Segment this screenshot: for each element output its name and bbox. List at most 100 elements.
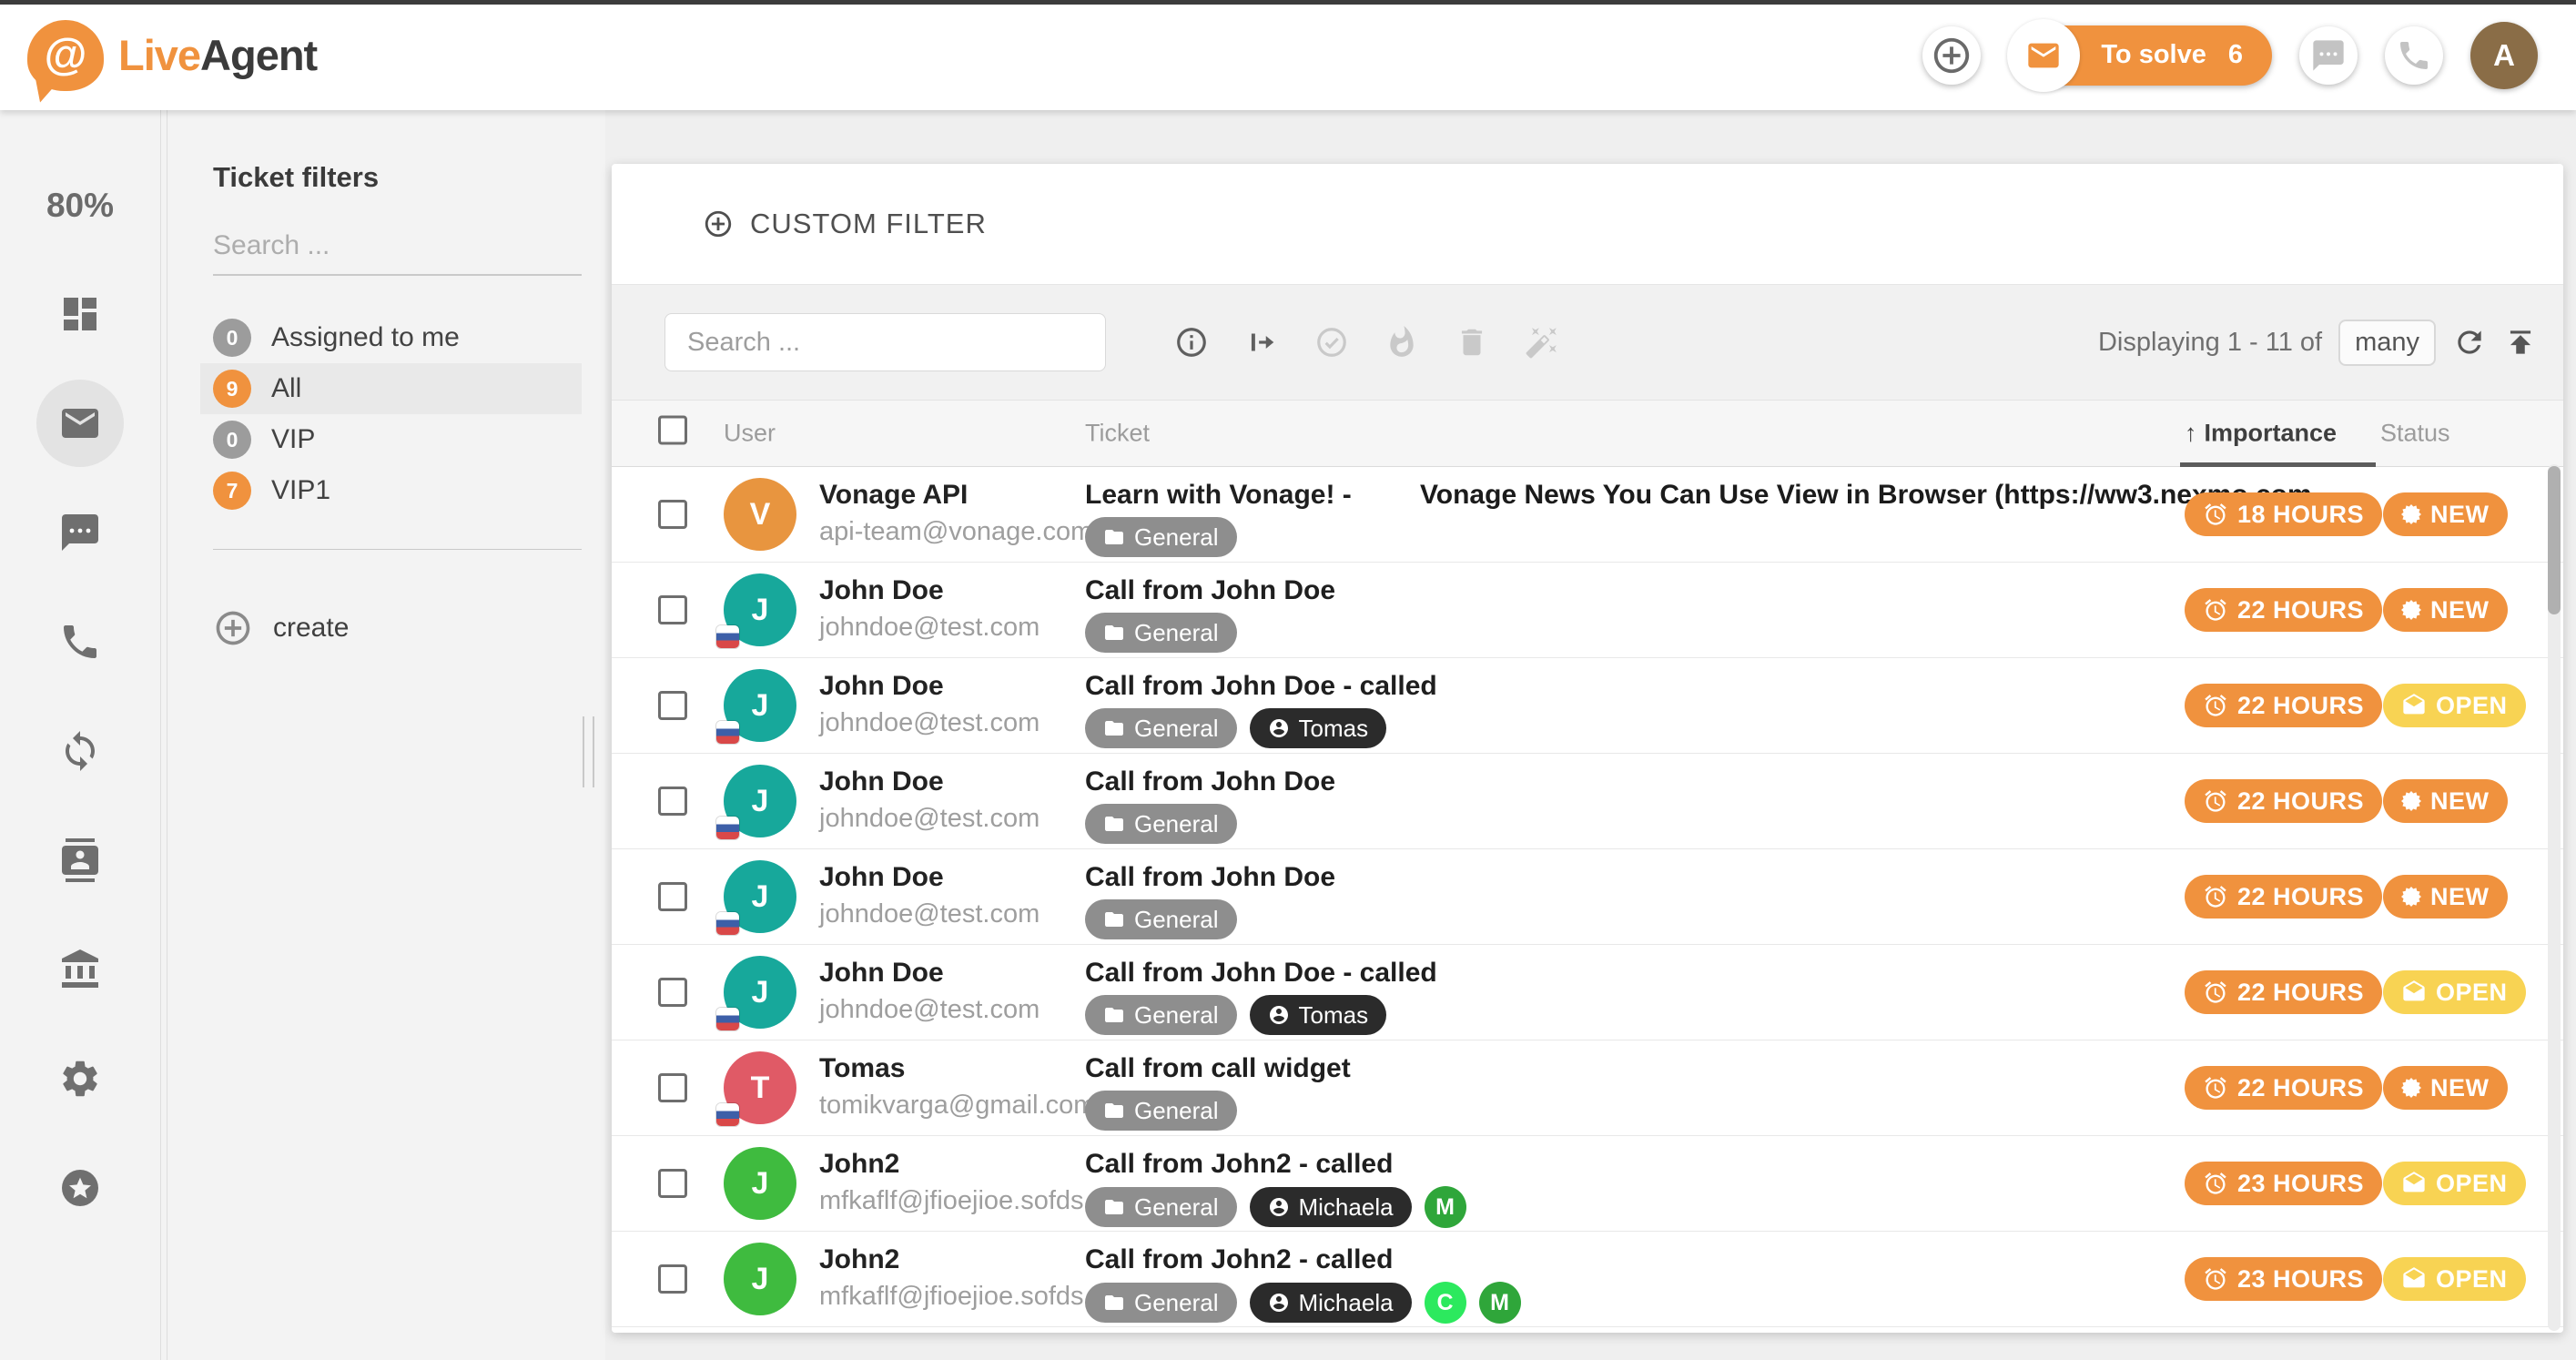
filter-item-vip[interactable]: 0 VIP	[200, 414, 582, 465]
bulk-actions-button[interactable]	[1522, 322, 1562, 362]
spam-button[interactable]	[1382, 322, 1422, 362]
paging-text: Displaying 1 - 11 of	[2097, 327, 2323, 357]
new-seal-icon	[2401, 600, 2421, 620]
nav-rail: 80%	[0, 110, 161, 1360]
scroll-top-button[interactable]	[2503, 325, 2538, 360]
ticket-search-input[interactable]	[664, 313, 1106, 371]
upload-top-icon	[2503, 325, 2538, 360]
scrollbar-thumb[interactable]	[2548, 466, 2561, 614]
filter-search-input[interactable]	[213, 221, 582, 276]
column-user[interactable]: User	[724, 419, 776, 447]
add-button[interactable]	[1922, 25, 1982, 85]
chat-icon	[58, 511, 102, 554]
table-row[interactable]: J John Doe johndoe@test.com Call from Joh…	[612, 754, 2563, 849]
country-flag-icon	[716, 721, 739, 744]
user-email: johndoe@test.com	[819, 708, 1040, 737]
sidebar-item-company[interactable]	[36, 926, 124, 1013]
row-checkbox[interactable]	[658, 882, 687, 911]
row-checkbox[interactable]	[658, 691, 687, 720]
row-checkbox[interactable]	[658, 978, 687, 1007]
table-row[interactable]: T Tomas tomikvarga@gmail.com Call from ca…	[612, 1040, 2563, 1136]
panel-resize-handle[interactable]	[583, 716, 594, 787]
user-name: Vonage API	[819, 480, 969, 510]
custom-filter-button[interactable]: CUSTOM FILTER	[750, 208, 987, 239]
forward-button[interactable]	[1242, 322, 1282, 362]
table-row[interactable]: J John Doe johndoe@test.com Call from Joh…	[612, 945, 2563, 1040]
avatar: J	[724, 1243, 796, 1315]
department-tag[interactable]: General	[1085, 804, 1237, 844]
row-checkbox[interactable]	[658, 1169, 687, 1198]
sidebar-item-contacts[interactable]	[36, 817, 124, 904]
table-row[interactable]: V Vonage API api-team@vonage.com Learn wi…	[612, 467, 2563, 563]
total-count-button[interactable]: many	[2338, 319, 2436, 366]
sidebar-item-chats[interactable]	[36, 489, 124, 576]
department-tag[interactable]: General	[1085, 517, 1237, 557]
sidebar-item-tickets[interactable]	[36, 380, 124, 467]
filter-item-vip1[interactable]: 7 VIP1	[200, 465, 582, 516]
table-row[interactable]: J John Doe johndoe@test.com Call from Joh…	[612, 563, 2563, 658]
resolve-button[interactable]	[1312, 322, 1352, 362]
ticket-title: Call from John Doe	[1085, 862, 1336, 892]
department-tag[interactable]: General	[1085, 899, 1237, 939]
department-tag[interactable]: General	[1085, 1283, 1237, 1323]
new-seal-icon	[2401, 887, 2421, 907]
department-tag[interactable]: General	[1085, 1187, 1237, 1227]
sidebar-item-calls[interactable]	[36, 598, 124, 685]
to-solve-count: 6	[2227, 40, 2243, 69]
department-tag[interactable]: General	[1085, 995, 1237, 1035]
row-checkbox[interactable]	[658, 595, 687, 624]
agent-initial-badge[interactable]: C	[1424, 1282, 1466, 1324]
filter-item-assigned-to-me[interactable]: 0 Assigned to me	[200, 312, 582, 363]
refresh-button[interactable]	[2452, 325, 2487, 360]
department-tag[interactable]: General	[1085, 708, 1237, 748]
folder-icon	[1103, 813, 1125, 835]
row-checkbox[interactable]	[658, 1073, 687, 1102]
agent-initial-badge[interactable]: M	[1424, 1186, 1466, 1228]
table-row[interactable]: J John Doe johndoe@test.com Call from Joh…	[612, 849, 2563, 945]
sidebar-item-dashboard[interactable]	[36, 270, 124, 358]
avatar: J	[716, 669, 796, 744]
sidebar-item-automation[interactable]	[36, 707, 124, 795]
department-tag[interactable]: General	[1085, 613, 1237, 653]
info-button[interactable]	[1171, 322, 1212, 362]
table-row[interactable]: J John Doe Chat from Widget Hey I am ...…	[612, 1327, 2563, 1333]
ticket-title: Call from John Doe	[1085, 575, 1336, 605]
user-email: mfkaflf@jfioejioe.sofds	[819, 1282, 1084, 1311]
filter-label: All	[271, 373, 302, 403]
ticket-title: Learn with Vonage! -	[1085, 480, 1352, 510]
liveagent-logo[interactable]: @ LiveAgent	[27, 19, 318, 91]
calls-button[interactable]	[2385, 25, 2443, 85]
user-name: John Doe	[819, 958, 944, 988]
assignee-tag[interactable]: Tomas	[1249, 995, 1387, 1035]
user-email: johndoe@test.com	[819, 804, 1040, 833]
sidebar-item-settings[interactable]	[36, 1035, 124, 1122]
assignee-tag[interactable]: Michaela	[1249, 1187, 1412, 1227]
filter-item-all[interactable]: 9 All	[200, 363, 582, 414]
contacts-icon	[58, 838, 102, 882]
row-checkbox[interactable]	[658, 500, 687, 529]
table-row[interactable]: J John Doe johndoe@test.com Call from Joh…	[612, 658, 2563, 754]
plus-circle-icon	[1931, 35, 1973, 76]
column-status[interactable]: Status	[2380, 419, 2450, 447]
column-ticket[interactable]: Ticket	[1085, 419, 1151, 447]
folder-icon	[1103, 908, 1125, 930]
delete-button[interactable]	[1452, 322, 1492, 362]
profile-avatar[interactable]: A	[2470, 21, 2538, 89]
to-solve-button[interactable]: To solve 6	[2007, 18, 2272, 92]
row-checkbox[interactable]	[658, 1264, 687, 1294]
create-filter-button[interactable]: create	[213, 608, 582, 648]
table-row[interactable]: J John2 mfkaflf@jfioejioe.sofds Call from…	[612, 1232, 2563, 1327]
divider	[213, 549, 582, 550]
status-badge: NEW	[2383, 1066, 2508, 1110]
assignee-tag[interactable]: Tomas	[1249, 708, 1387, 748]
chats-button[interactable]	[2299, 25, 2358, 85]
column-importance[interactable]: ↑ Importance	[2185, 419, 2338, 447]
star-icon	[58, 1166, 102, 1210]
row-checkbox[interactable]	[658, 787, 687, 816]
department-tag[interactable]: General	[1085, 1091, 1237, 1131]
sidebar-item-achievements[interactable]	[36, 1144, 124, 1232]
agent-initial-badge[interactable]: M	[1478, 1282, 1521, 1324]
assignee-tag[interactable]: Michaela	[1249, 1283, 1412, 1323]
table-row[interactable]: J John2 mfkaflf@jfioejioe.sofds Call from…	[612, 1136, 2563, 1232]
select-all-checkbox[interactable]	[658, 415, 687, 445]
